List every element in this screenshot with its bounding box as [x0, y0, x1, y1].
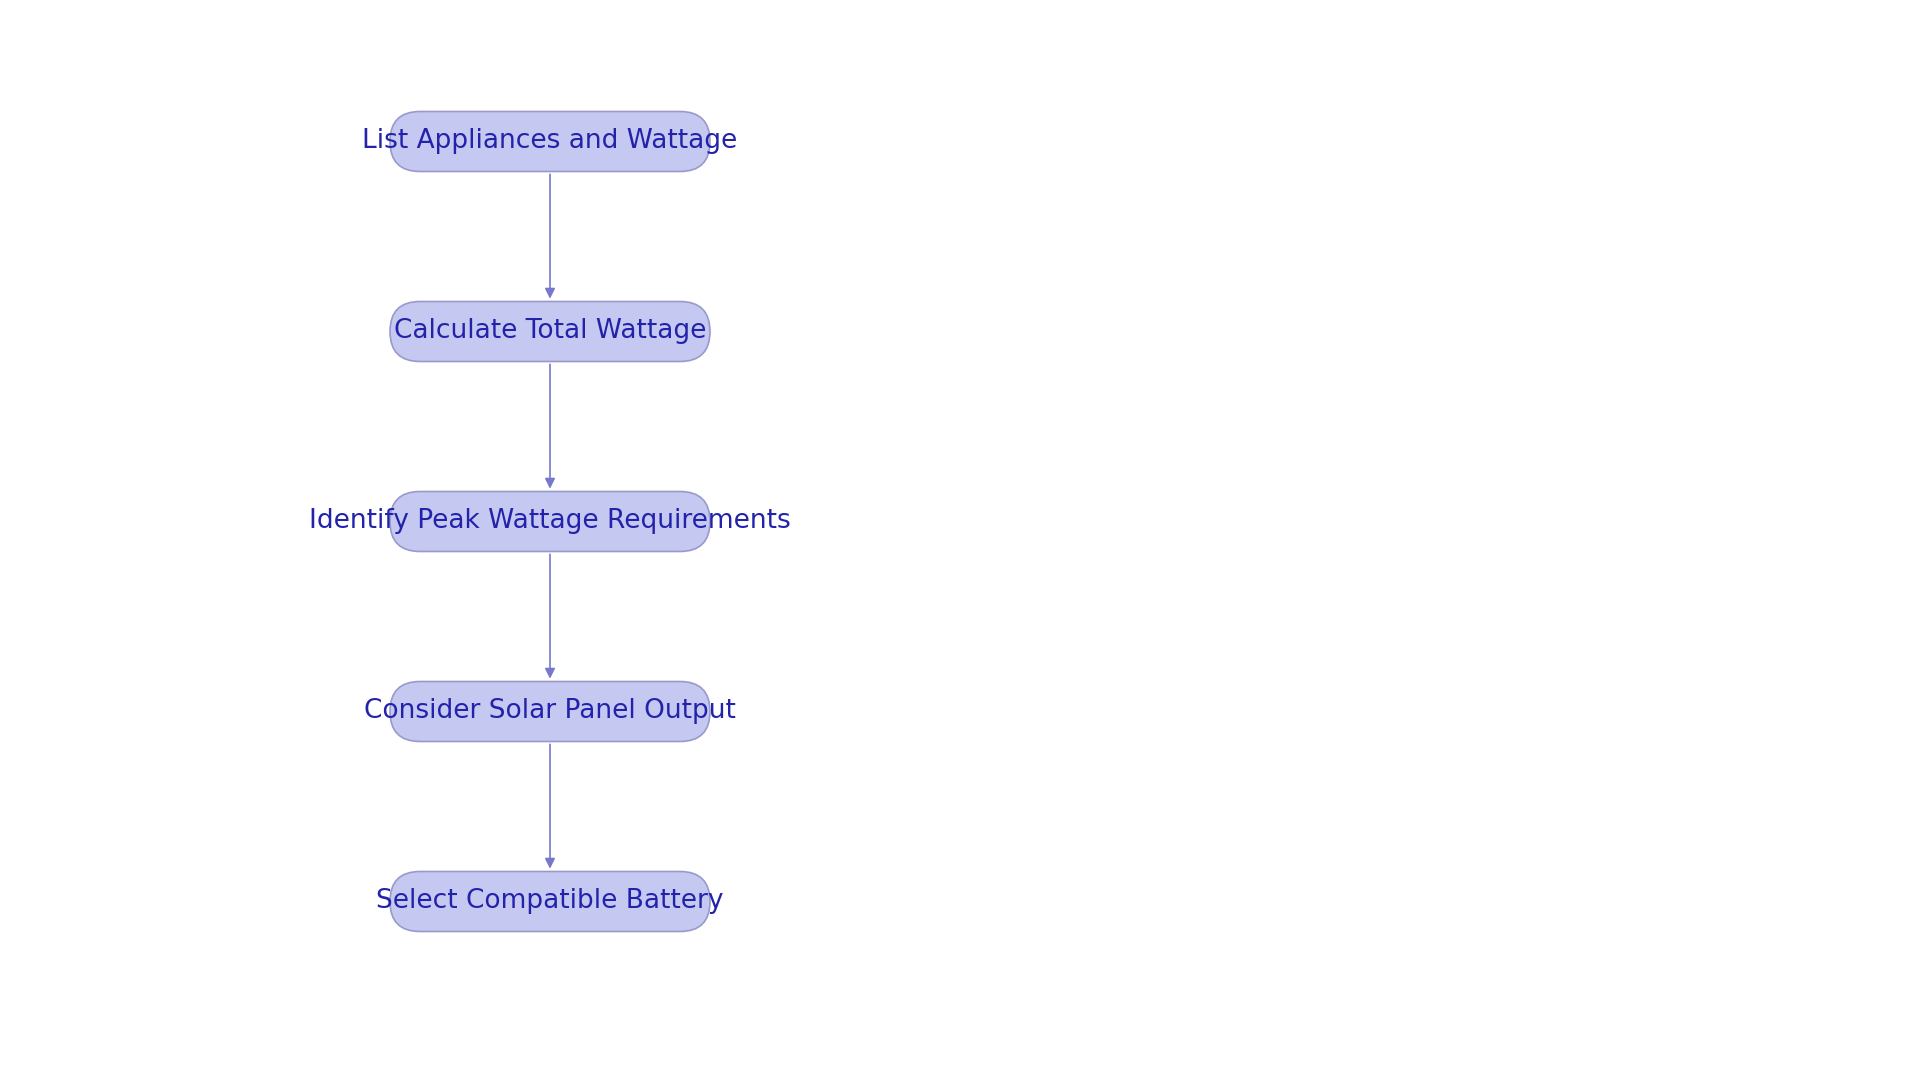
Text: List Appliances and Wattage: List Appliances and Wattage [363, 129, 737, 155]
FancyBboxPatch shape [390, 492, 710, 551]
FancyBboxPatch shape [390, 872, 710, 931]
Text: Identify Peak Wattage Requirements: Identify Peak Wattage Requirements [309, 509, 791, 535]
Text: Consider Solar Panel Output: Consider Solar Panel Output [365, 699, 735, 725]
Text: Select Compatible Battery: Select Compatible Battery [376, 888, 724, 914]
FancyBboxPatch shape [390, 301, 710, 362]
FancyBboxPatch shape [390, 681, 710, 742]
Text: Calculate Total Wattage: Calculate Total Wattage [394, 318, 707, 344]
FancyBboxPatch shape [390, 112, 710, 171]
